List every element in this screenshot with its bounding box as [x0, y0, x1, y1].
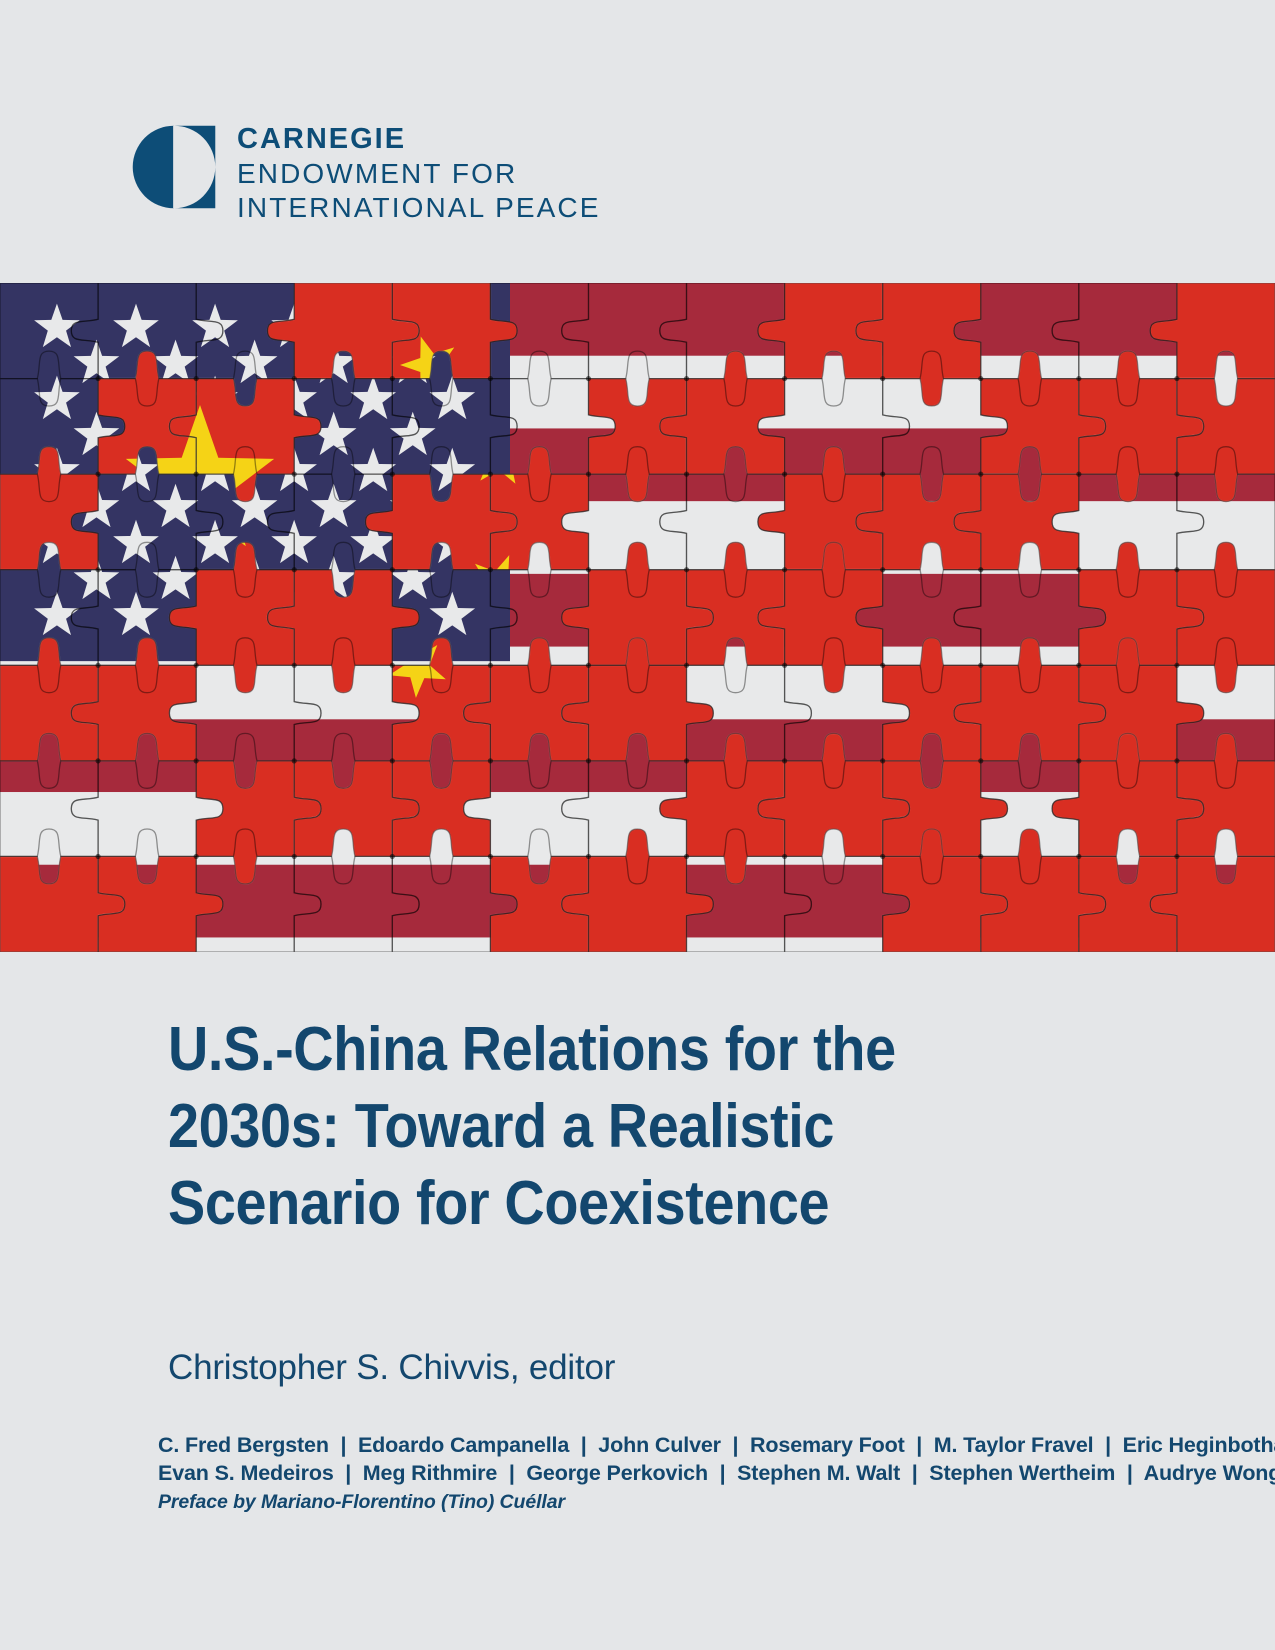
- carnegie-logo-mark-icon: [132, 125, 216, 209]
- puzzle-flag-illustration: [0, 283, 1275, 952]
- preface-credit: Preface by Mariano-Florentino (Tino) Cué…: [158, 1490, 565, 1513]
- page-title: U.S.-China Relations for the 2030s: Towa…: [168, 1012, 1128, 1243]
- contributor-row-2: Evan S. Medeiros | Meg Rithmire | George…: [158, 1460, 1275, 1485]
- carnegie-logo: CARNEGIE ENDOWMENT FOR INTERNATIONAL PEA…: [131, 122, 601, 225]
- cover-image-puzzle-flags: [0, 283, 1275, 952]
- contributor-list: C. Fred Bergsten | Edoardo Campanella | …: [158, 1432, 1275, 1514]
- title-line-2: 2030s: Toward a Realistic: [168, 1091, 835, 1161]
- title-line-1: U.S.-China Relations for the: [168, 1015, 896, 1084]
- title-line-3: Scenario for Coexistence: [168, 1168, 830, 1238]
- logo-line-endowment: ENDOWMENT FOR: [237, 157, 518, 189]
- carnegie-logo-wordmark: CARNEGIE ENDOWMENT FOR INTERNATIONAL PEA…: [237, 122, 601, 225]
- logo-line-carnegie: CARNEGIE: [237, 123, 407, 155]
- logo-line-international-peace: INTERNATIONAL PEACE: [237, 191, 601, 223]
- contributor-row-1: C. Fred Bergsten | Edoardo Campanella | …: [158, 1433, 1275, 1457]
- editor-credit: Christopher S. Chivvis, editor: [168, 1348, 616, 1387]
